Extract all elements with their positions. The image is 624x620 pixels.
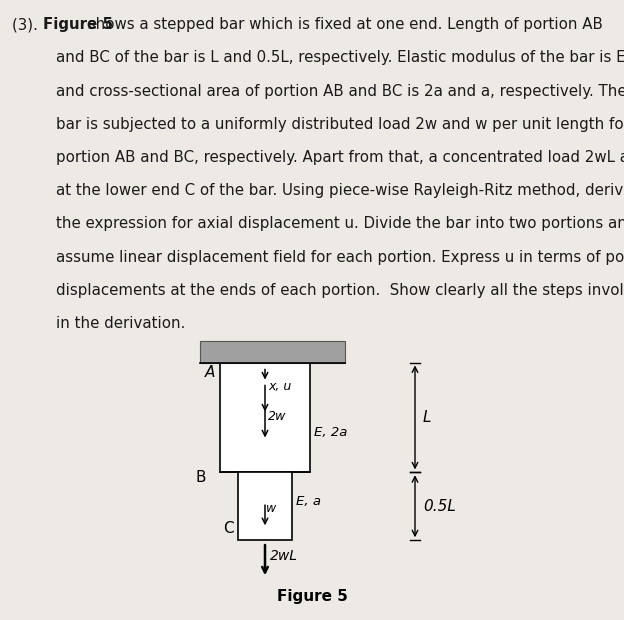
Text: (3).: (3). [12,17,48,32]
Text: and BC of the bar is L and 0.5L, respectively. Elastic modulus of the bar is E: and BC of the bar is L and 0.5L, respect… [56,50,624,66]
Text: in the derivation.: in the derivation. [56,316,185,331]
Text: bar is subjected to a uniformly distributed load 2w and w per unit length for: bar is subjected to a uniformly distribu… [56,117,624,132]
Bar [200,340,345,363]
Text: L: L [423,410,432,425]
Text: shows a stepped bar which is fixed at one end. Length of portion AB: shows a stepped bar which is fixed at on… [82,17,603,32]
Text: E, a: E, a [296,495,321,508]
Text: x, u: x, u [268,381,291,394]
Text: Figure 5: Figure 5 [42,17,112,32]
Text: assume linear displacement field for each portion. Express u in terms of point: assume linear displacement field for eac… [56,250,624,265]
Text: B: B [195,471,206,485]
Bar [238,472,292,540]
Text: 0.5L: 0.5L [423,498,456,514]
Text: at the lower end C of the bar. Using piece-wise Rayleigh-Ritz method, derive: at the lower end C of the bar. Using pie… [56,184,624,198]
Text: Figure 5: Figure 5 [276,589,348,604]
Text: 2w: 2w [268,410,286,423]
Text: displacements at the ends of each portion.  Show clearly all the steps involved: displacements at the ends of each portio… [56,283,624,298]
Bar [220,363,310,472]
Text: the expression for axial displacement u. Divide the bar into two portions and: the expression for axial displacement u.… [56,216,624,231]
Text: 2wL: 2wL [270,549,298,563]
Text: E, 2a: E, 2a [314,426,348,439]
Text: A: A [205,365,215,379]
Text: and cross-sectional area of portion AB and BC is 2a and a, respectively. The: and cross-sectional area of portion AB a… [56,84,624,99]
Text: portion AB and BC, respectively. Apart from that, a concentrated load 2wL acts: portion AB and BC, respectively. Apart f… [56,150,624,165]
Text: C: C [223,521,234,536]
Text: w: w [266,502,276,515]
